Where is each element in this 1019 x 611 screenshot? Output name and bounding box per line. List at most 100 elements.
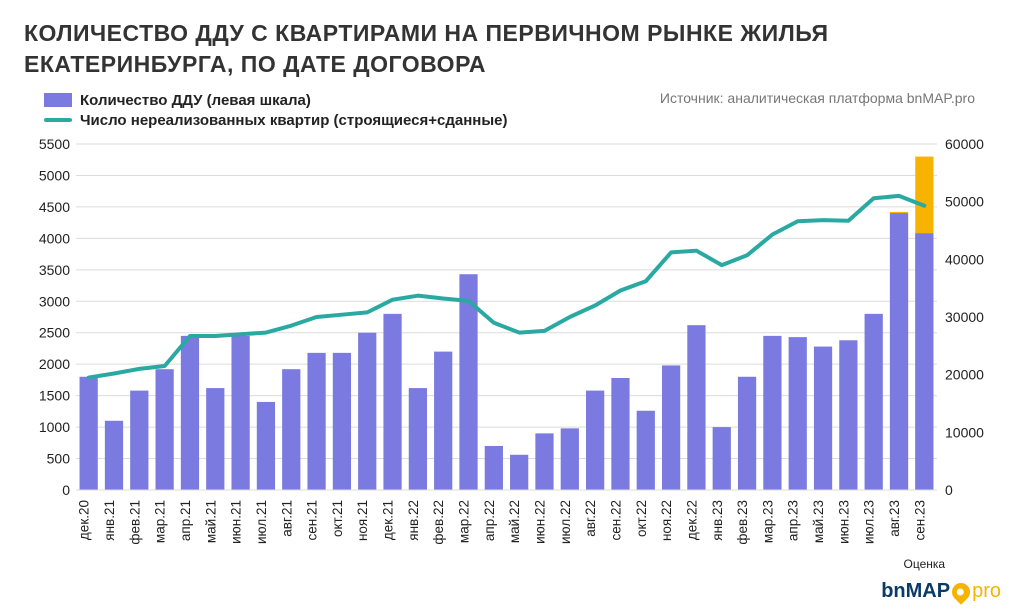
xtick-label: фев.22 xyxy=(431,500,446,545)
bar xyxy=(206,388,224,490)
xtick-label: ноя.22 xyxy=(659,500,674,541)
xtick-label: янв.22 xyxy=(406,500,421,541)
bar xyxy=(561,428,579,490)
svg-text:4000: 4000 xyxy=(39,230,70,246)
xtick-label: июл.21 xyxy=(254,500,269,544)
bar xyxy=(130,391,148,490)
logo: bnMAP pro xyxy=(881,580,1001,603)
xtick-label: окт.22 xyxy=(634,500,649,537)
xtick-label: апр.22 xyxy=(482,500,497,541)
xtick-label: июн.23 xyxy=(836,500,851,544)
bar xyxy=(510,455,528,490)
bar xyxy=(687,325,705,490)
svg-text:5500: 5500 xyxy=(39,136,70,152)
xtick-label: май.22 xyxy=(507,500,522,543)
bar xyxy=(890,213,908,490)
bar xyxy=(789,337,807,490)
source-label: Источник: аналитическая платформа bnMAP.… xyxy=(660,90,975,106)
meta-row: Количество ДДУ (левая шкала) Число нереа… xyxy=(24,90,995,130)
xtick-label: мар.23 xyxy=(760,500,775,543)
bar xyxy=(409,388,427,490)
bar xyxy=(434,352,452,490)
svg-text:40000: 40000 xyxy=(945,251,984,267)
svg-text:2500: 2500 xyxy=(39,325,70,341)
bar xyxy=(915,233,933,490)
bar xyxy=(257,402,275,490)
xtick-label: фев.21 xyxy=(127,500,142,545)
svg-text:0: 0 xyxy=(62,482,70,498)
svg-text:4500: 4500 xyxy=(39,199,70,215)
svg-text:20000: 20000 xyxy=(945,367,984,383)
logo-prefix: bnMAP xyxy=(881,580,950,603)
sublabel: Оценка xyxy=(904,557,946,571)
map-pin-icon xyxy=(948,579,973,604)
bar xyxy=(358,333,376,490)
svg-text:30000: 30000 xyxy=(945,309,984,325)
svg-text:500: 500 xyxy=(47,451,71,467)
xtick-label: янв.23 xyxy=(710,500,725,541)
svg-text:5000: 5000 xyxy=(39,168,70,184)
bar xyxy=(333,353,351,490)
svg-text:50000: 50000 xyxy=(945,194,984,210)
bar xyxy=(181,336,199,490)
xtick-label: дек.20 xyxy=(77,500,92,540)
bar xyxy=(611,378,629,490)
xtick-label: апр.21 xyxy=(178,500,193,541)
bar xyxy=(156,369,174,490)
xtick-label: дек.21 xyxy=(381,500,396,540)
bar xyxy=(713,427,731,490)
xtick-label: мар.22 xyxy=(457,500,472,543)
xtick-label: авг.23 xyxy=(887,500,902,537)
chart-svg: 0500100015002000250030003500400045005000… xyxy=(24,136,995,576)
chart-area: 0500100015002000250030003500400045005000… xyxy=(24,136,995,576)
bar xyxy=(839,340,857,490)
logo-suffix: pro xyxy=(972,580,1001,603)
bar xyxy=(662,366,680,491)
xtick-label: окт.21 xyxy=(330,500,345,537)
xtick-label: авг.21 xyxy=(279,500,294,537)
xtick-label: июл.22 xyxy=(558,500,573,544)
bar xyxy=(814,347,832,490)
xtick-label: сен.22 xyxy=(608,500,623,540)
legend-bars-label: Количество ДДУ (левая шкала) xyxy=(80,92,311,109)
bar xyxy=(282,369,300,490)
xtick-label: июн.22 xyxy=(532,500,547,544)
xtick-label: май.21 xyxy=(203,500,218,543)
svg-text:1500: 1500 xyxy=(39,388,70,404)
legend-line-swatch xyxy=(44,118,72,122)
bar xyxy=(80,377,98,490)
xtick-label: июл.23 xyxy=(862,500,877,544)
xtick-label: май.23 xyxy=(811,500,826,543)
bar xyxy=(763,336,781,490)
bar xyxy=(307,353,325,490)
xtick-label: сен.23 xyxy=(912,500,927,540)
legend-line-label: Число нереализованных квартир (строящиес… xyxy=(80,112,507,129)
xtick-label: янв.21 xyxy=(102,500,117,541)
svg-text:60000: 60000 xyxy=(945,136,984,152)
xtick-label: июн.21 xyxy=(229,500,244,544)
bar xyxy=(586,391,604,490)
bar xyxy=(535,433,553,490)
xtick-label: ноя.21 xyxy=(355,500,370,541)
xtick-label: фев.23 xyxy=(735,500,750,545)
legend: Количество ДДУ (левая шкала) Число нереа… xyxy=(44,90,507,130)
legend-item-line: Число нереализованных квартир (строящиес… xyxy=(44,110,507,130)
svg-text:0: 0 xyxy=(945,482,953,498)
chart-title: КОЛИЧЕСТВО ДДУ С КВАРТИРАМИ НА ПЕРВИЧНОМ… xyxy=(24,18,995,80)
bar xyxy=(383,314,401,490)
svg-text:10000: 10000 xyxy=(945,424,984,440)
xtick-label: сен.21 xyxy=(305,500,320,540)
svg-text:2000: 2000 xyxy=(39,356,70,372)
legend-bar-swatch xyxy=(44,93,72,107)
chart-container: КОЛИЧЕСТВО ДДУ С КВАРТИРАМИ НА ПЕРВИЧНОМ… xyxy=(0,0,1019,611)
bar xyxy=(105,421,123,490)
bar xyxy=(637,411,655,490)
bar xyxy=(865,314,883,490)
xtick-label: мар.21 xyxy=(153,500,168,543)
bar xyxy=(738,377,756,490)
xtick-label: дек.22 xyxy=(684,500,699,540)
xtick-label: авг.22 xyxy=(583,500,598,537)
svg-text:1000: 1000 xyxy=(39,419,70,435)
svg-text:3000: 3000 xyxy=(39,293,70,309)
xtick-label: апр.23 xyxy=(786,500,801,541)
